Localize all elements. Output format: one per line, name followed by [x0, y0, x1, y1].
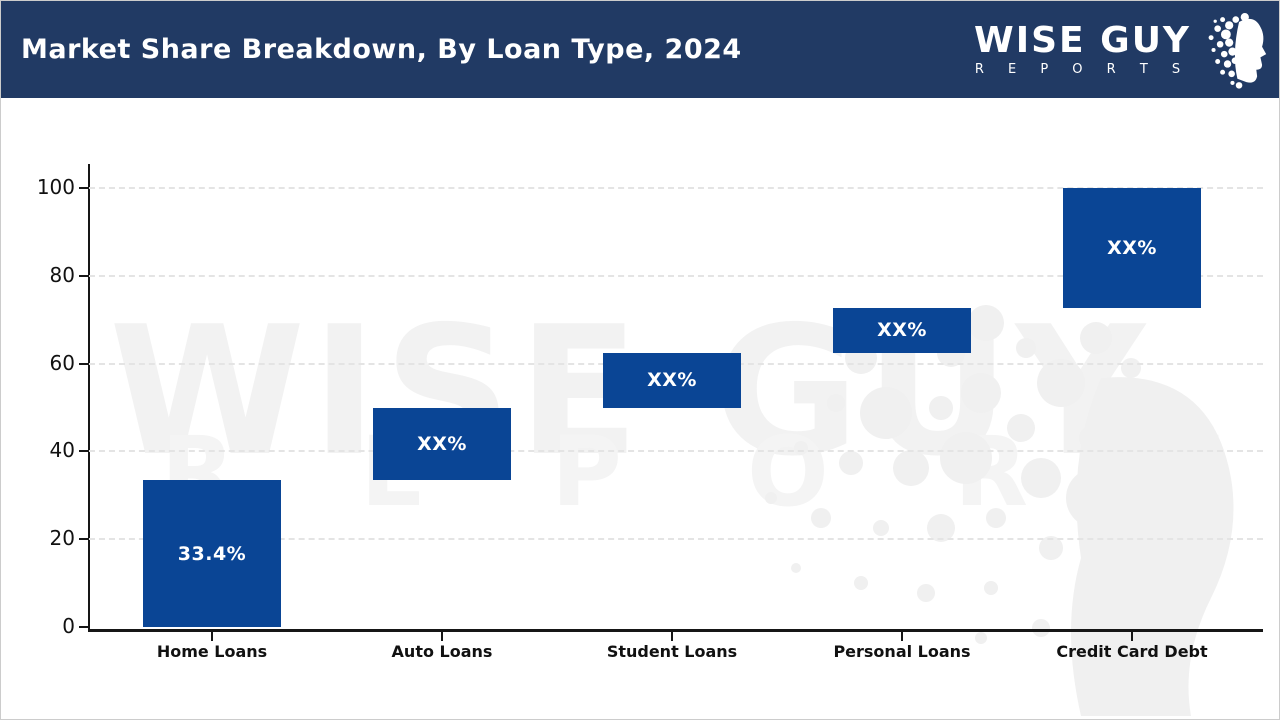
y-tick-label-100: 100 [36, 175, 75, 199]
y-tick-40 [79, 450, 88, 453]
y-tick-20 [79, 538, 88, 541]
logo-wordmark: WISE GUY [973, 20, 1191, 61]
x-tick-personal-loans [901, 632, 903, 641]
y-tick-80 [79, 274, 88, 277]
wiseguy-logo: WISE GUY R E P O R T S [974, 7, 1267, 93]
y-tick-0 [79, 626, 88, 628]
gridline-80 [89, 274, 1263, 277]
bar-value-label: XX% [417, 432, 467, 455]
y-axis-line [88, 164, 90, 632]
x-axis-line [88, 629, 1263, 632]
y-tick-label-0: 0 [62, 614, 75, 638]
y-tick-label-60: 60 [49, 350, 75, 375]
bar-value-label: XX% [647, 369, 697, 392]
x-axis-label-home-loans: Home Loans [156, 642, 268, 661]
gridline-100 [89, 187, 1263, 189]
bar-personal-loans: XX% [833, 307, 971, 353]
header-bar: Market Share Breakdown, By Loan Type, 20… [1, 1, 1279, 98]
bar-home-loans: 33.4% [143, 480, 281, 627]
x-axis-label-personal-loans: Personal Loans [833, 642, 971, 661]
x-tick-auto-loans [441, 632, 443, 641]
gridline-20 [89, 538, 1263, 541]
bar-auto-loans: XX% [373, 407, 511, 481]
y-tick-label-20: 20 [49, 526, 75, 551]
bar-value-label: 33.4% [177, 542, 247, 565]
y-tick-60 [79, 362, 88, 365]
bar-student-loans: XX% [603, 352, 741, 408]
logo-text: WISE GUY R E P O R T S [973, 20, 1191, 77]
page-title: Market Share Breakdown, By Loan Type, 20… [21, 34, 742, 65]
wiseguy-face-icon [1208, 12, 1267, 89]
bar-value-label: XX% [877, 319, 927, 342]
x-tick-credit-card-debt [1131, 632, 1133, 641]
logo-subtitle: R E P O R T S [974, 62, 1191, 77]
y-tick-100 [79, 187, 88, 189]
bar-value-label: XX% [1107, 236, 1157, 259]
x-tick-student-loans [671, 632, 673, 641]
x-axis-label-student-loans: Student Loans [606, 642, 738, 661]
bar-credit-card-debt: XX% [1063, 188, 1201, 308]
y-tick-label-40: 40 [49, 438, 75, 463]
chart-area: WISE GUY R E P O R T S [1, 98, 1279, 716]
x-tick-home-loans [211, 632, 213, 641]
gridline-40 [89, 450, 1263, 453]
x-axis-label-credit-card-debt: Credit Card Debt [1056, 642, 1208, 661]
y-tick-label-80: 80 [49, 262, 75, 287]
x-axis-label-auto-loans: Auto Loans [391, 642, 493, 661]
